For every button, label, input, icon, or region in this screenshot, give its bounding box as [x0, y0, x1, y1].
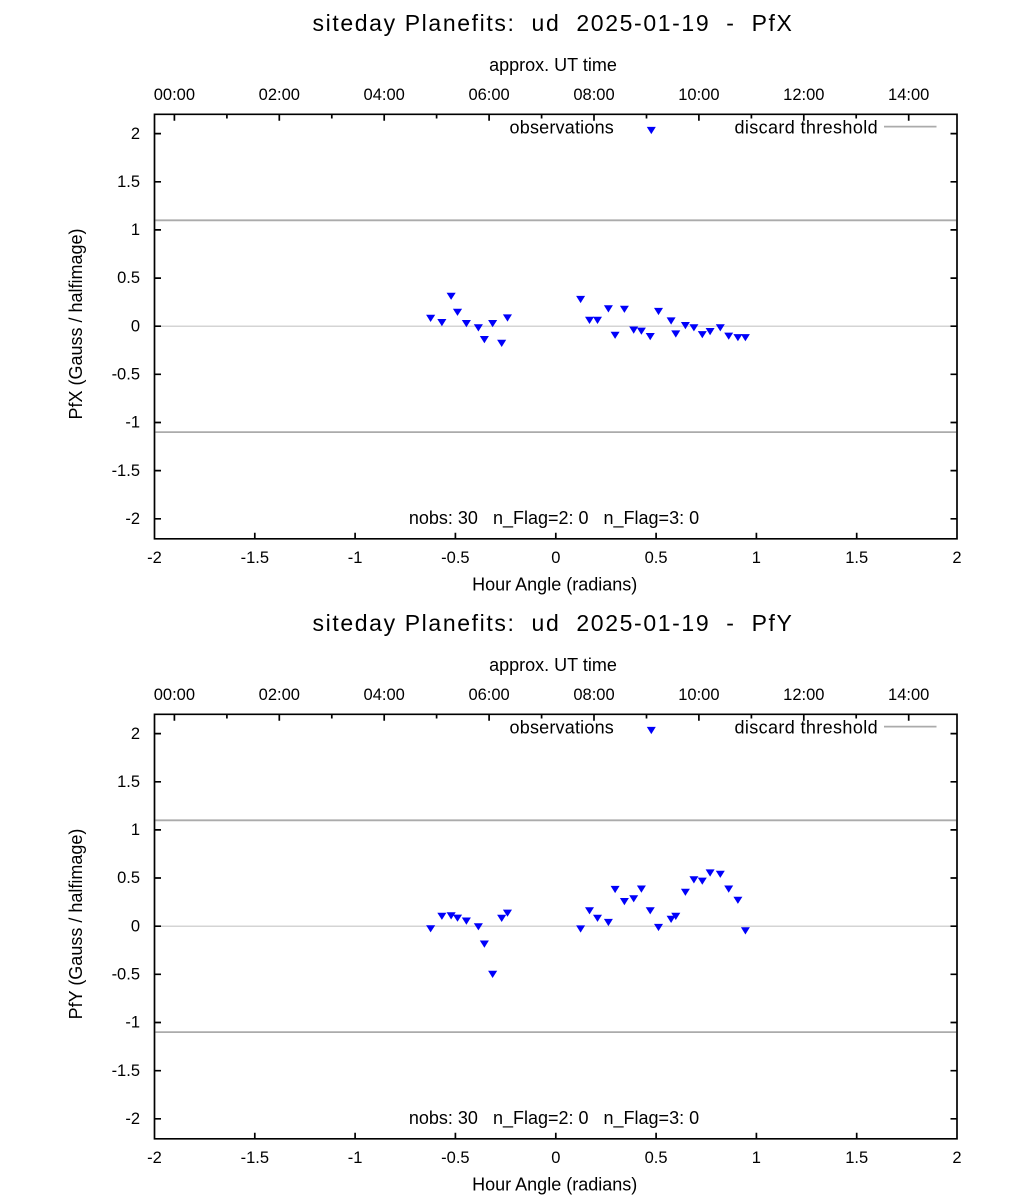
- svg-text:0: 0: [131, 317, 140, 335]
- svg-text:PfX (Gauss / halfimage): PfX (Gauss / halfimage): [66, 228, 86, 419]
- svg-text:2: 2: [952, 1149, 961, 1167]
- svg-text:10:00: 10:00: [678, 86, 719, 104]
- svg-text:-1.5: -1.5: [241, 549, 269, 567]
- svg-text:06:00: 06:00: [468, 686, 509, 704]
- svg-text:2: 2: [952, 549, 961, 567]
- svg-text:04:00: 04:00: [364, 686, 405, 704]
- svg-text:0.5: 0.5: [117, 269, 140, 287]
- svg-text:08:00: 08:00: [573, 86, 614, 104]
- svg-text:Hour Angle (radians): Hour Angle (radians): [472, 575, 637, 595]
- svg-text:06:00: 06:00: [468, 86, 509, 104]
- svg-text:1.5: 1.5: [117, 773, 140, 791]
- svg-text:-1: -1: [348, 1149, 363, 1167]
- svg-text:04:00: 04:00: [364, 86, 405, 104]
- svg-text:-1.5: -1.5: [241, 1149, 269, 1167]
- svg-text:-0.5: -0.5: [441, 1149, 469, 1167]
- svg-text:14:00: 14:00: [888, 686, 929, 704]
- svg-text:14:00: 14:00: [888, 86, 929, 104]
- svg-text:-0.5: -0.5: [441, 549, 469, 567]
- svg-text:discard threshold: discard threshold: [734, 717, 878, 737]
- svg-text:0: 0: [131, 917, 140, 935]
- svg-text:nobs: 30 n_Flag=2: 0 n_Fla: nobs: 30 n_Flag=2: 0 n_Flag=3: 0: [409, 508, 699, 529]
- svg-text:00:00: 00:00: [154, 686, 195, 704]
- svg-text:observations: observations: [510, 717, 614, 737]
- svg-text:08:00: 08:00: [573, 686, 614, 704]
- svg-text:2: 2: [131, 125, 140, 143]
- svg-text:1: 1: [752, 1149, 761, 1167]
- svg-text:-2: -2: [125, 510, 140, 528]
- svg-text:-1: -1: [125, 1014, 140, 1032]
- svg-text:0.5: 0.5: [645, 1149, 668, 1167]
- svg-text:siteday Planefits: ud 2025-0: siteday Planefits: ud 2025-01-19 - PfX: [313, 10, 794, 36]
- svg-text:observations: observations: [510, 117, 614, 137]
- svg-text:-1.5: -1.5: [112, 1062, 140, 1080]
- svg-text:nobs: 30 n_Flag=2: 0 n_Fla: nobs: 30 n_Flag=2: 0 n_Flag=3: 0: [409, 1108, 699, 1129]
- svg-text:12:00: 12:00: [783, 86, 824, 104]
- svg-text:approx. UT time: approx. UT time: [489, 55, 617, 75]
- svg-text:-0.5: -0.5: [112, 966, 140, 984]
- svg-text:-1: -1: [348, 549, 363, 567]
- svg-text:PfY (Gauss / halfimage): PfY (Gauss / halfimage): [66, 829, 86, 1020]
- svg-text:02:00: 02:00: [259, 686, 300, 704]
- svg-text:10:00: 10:00: [678, 686, 719, 704]
- svg-text:1: 1: [131, 821, 140, 839]
- svg-text:-2: -2: [125, 1110, 140, 1128]
- svg-text:1.5: 1.5: [845, 549, 868, 567]
- svg-text:1: 1: [131, 221, 140, 239]
- svg-text:0.5: 0.5: [117, 869, 140, 887]
- svg-text:0: 0: [551, 1149, 560, 1167]
- svg-text:-1.5: -1.5: [112, 462, 140, 480]
- svg-text:discard threshold: discard threshold: [734, 117, 878, 137]
- svg-text:1.5: 1.5: [117, 173, 140, 191]
- svg-text:0.5: 0.5: [645, 549, 668, 567]
- svg-text:-2: -2: [147, 1149, 162, 1167]
- svg-text:-0.5: -0.5: [112, 366, 140, 384]
- svg-text:-2: -2: [147, 549, 162, 567]
- svg-text:02:00: 02:00: [259, 86, 300, 104]
- svg-text:-1: -1: [125, 414, 140, 432]
- svg-text:siteday Planefits: ud 2025-0: siteday Planefits: ud 2025-01-19 - PfY: [313, 610, 794, 636]
- svg-text:1: 1: [752, 549, 761, 567]
- svg-text:1.5: 1.5: [845, 1149, 868, 1167]
- svg-text:12:00: 12:00: [783, 686, 824, 704]
- svg-text:00:00: 00:00: [154, 86, 195, 104]
- svg-text:2: 2: [131, 725, 140, 743]
- svg-text:Hour Angle (radians): Hour Angle (radians): [472, 1175, 637, 1195]
- svg-text:0: 0: [551, 549, 560, 567]
- svg-text:approx. UT time: approx. UT time: [489, 655, 617, 675]
